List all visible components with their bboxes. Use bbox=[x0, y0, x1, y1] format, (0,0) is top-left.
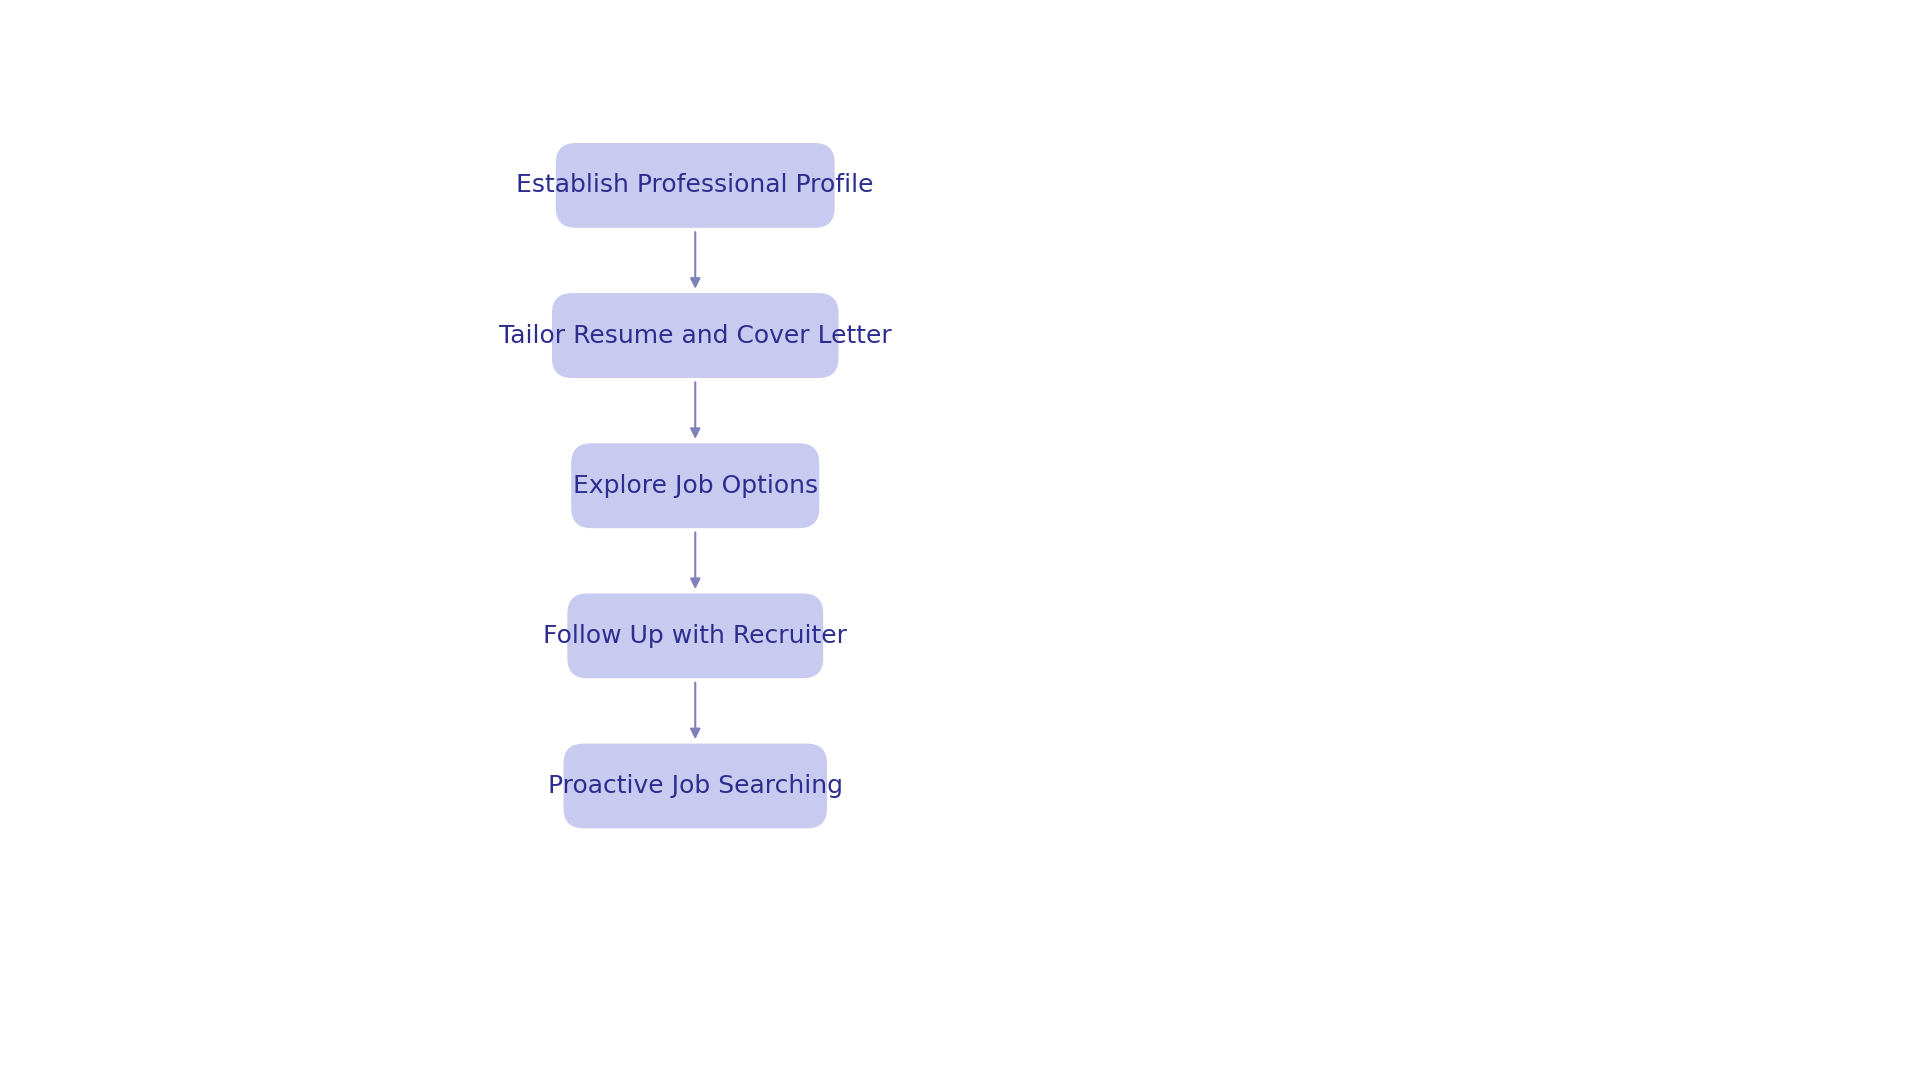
FancyBboxPatch shape bbox=[555, 143, 835, 227]
Text: Follow Up with Recruiter: Follow Up with Recruiter bbox=[543, 624, 847, 648]
FancyBboxPatch shape bbox=[566, 593, 824, 678]
FancyBboxPatch shape bbox=[572, 443, 820, 529]
FancyBboxPatch shape bbox=[551, 293, 839, 378]
Text: Tailor Resume and Cover Letter: Tailor Resume and Cover Letter bbox=[499, 324, 891, 348]
Text: Establish Professional Profile: Establish Professional Profile bbox=[516, 173, 874, 197]
FancyBboxPatch shape bbox=[563, 744, 828, 828]
Text: Proactive Job Searching: Proactive Job Searching bbox=[547, 774, 843, 798]
Text: Explore Job Options: Explore Job Options bbox=[572, 473, 818, 498]
